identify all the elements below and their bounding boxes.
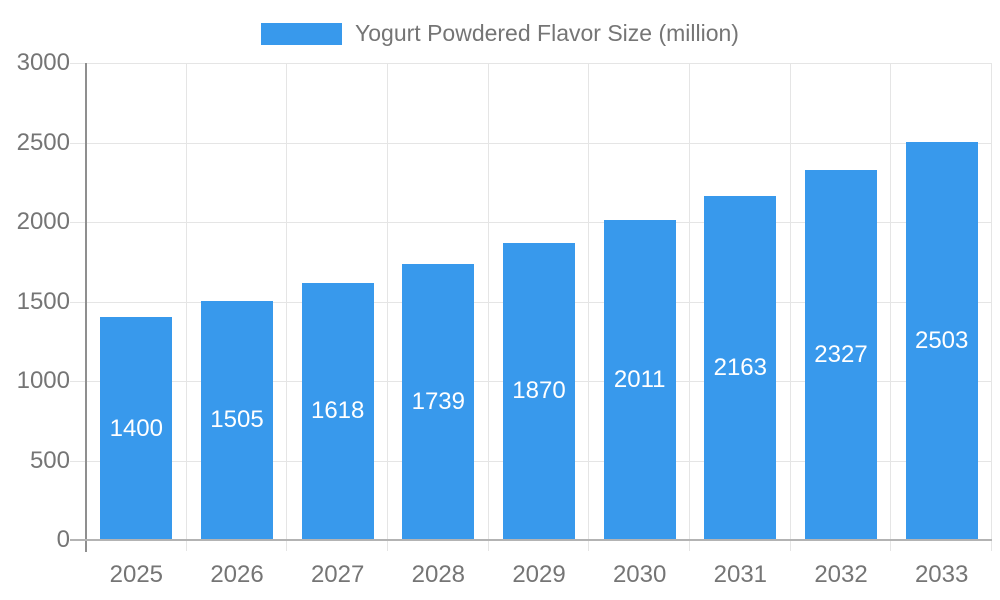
x-axis-line bbox=[70, 539, 992, 541]
x-axis-label: 2029 bbox=[512, 561, 566, 588]
gridline-horizontal bbox=[86, 222, 992, 223]
gridline-horizontal bbox=[86, 142, 992, 144]
bar-2026: 1505 bbox=[201, 300, 273, 540]
legend-swatch bbox=[261, 22, 343, 45]
x-axis-label: 2033 bbox=[914, 561, 969, 588]
bar-value-label: 2163 bbox=[713, 354, 767, 382]
x-axis-tick bbox=[689, 540, 690, 551]
gridline-vertical bbox=[789, 63, 791, 540]
x-axis-label: 2031 bbox=[713, 561, 768, 588]
x-axis-tick bbox=[890, 540, 892, 551]
y-axis-label: 2500 bbox=[16, 128, 70, 156]
bar-value-label: 2327 bbox=[814, 341, 868, 368]
y-axis-tick bbox=[70, 63, 86, 64]
y-axis-label: 1000 bbox=[16, 367, 70, 394]
bar-value-label: 1618 bbox=[310, 397, 365, 425]
bar-2025: 1400 bbox=[100, 317, 173, 540]
x-axis-tick bbox=[387, 540, 388, 551]
x-axis-label: 2025 bbox=[109, 561, 164, 588]
plot-area: 0 500 1000 1500 2000 2500 3000 1400 2025 1505 2026… bbox=[17, 50, 992, 588]
gridline-vertical bbox=[588, 63, 590, 540]
bar-value-label: 1505 bbox=[210, 406, 264, 434]
legend[interactable]: Yogurt Powdered Flavor Size (million) bbox=[0, 20, 1000, 47]
bar-value-label: 2011 bbox=[613, 366, 666, 394]
y-axis-tick bbox=[70, 222, 86, 223]
legend-label: Yogurt Powdered Flavor Size (million) bbox=[355, 20, 739, 46]
y-axis-tick bbox=[70, 460, 86, 462]
y-axis-label: 3000 bbox=[16, 49, 70, 76]
y-axis-label: 1500 bbox=[16, 287, 70, 315]
y-axis-label: 500 bbox=[29, 446, 70, 474]
bar-2030: 2011 bbox=[603, 220, 676, 540]
gridline-horizontal bbox=[86, 63, 992, 64]
y-axis-tick bbox=[70, 142, 86, 144]
x-axis-tick bbox=[286, 540, 288, 551]
bar-value-label: 1739 bbox=[411, 387, 465, 415]
bar-value-label: 1400 bbox=[109, 414, 163, 442]
bar-2028: 1739 bbox=[402, 263, 475, 540]
bar-2033: 2503 bbox=[905, 142, 978, 540]
gridline-vertical bbox=[487, 63, 489, 540]
gridline-vertical bbox=[185, 63, 187, 540]
y-axis-line bbox=[85, 63, 87, 552]
x-axis-label: 2027 bbox=[310, 561, 365, 588]
x-axis-tick bbox=[185, 540, 187, 551]
gridline-vertical bbox=[286, 63, 288, 540]
x-axis-tick bbox=[991, 540, 992, 551]
x-axis-label: 2030 bbox=[612, 561, 667, 588]
bar-2029: 1870 bbox=[503, 242, 575, 540]
bar-value-label: 2503 bbox=[914, 327, 969, 354]
x-axis-label: 2028 bbox=[411, 561, 466, 588]
bar-2031: 2163 bbox=[704, 196, 777, 540]
y-axis-tick bbox=[70, 381, 86, 382]
bar-value-label: 1870 bbox=[512, 377, 566, 405]
x-axis-tick bbox=[487, 540, 489, 551]
x-axis-label: 2026 bbox=[210, 561, 264, 588]
bar-2032: 2327 bbox=[805, 170, 877, 540]
bar-2027: 1618 bbox=[301, 282, 374, 540]
y-axis-label: 2000 bbox=[16, 208, 70, 235]
x-axis-tick bbox=[588, 540, 590, 551]
y-axis-tick bbox=[70, 301, 86, 303]
gridline-vertical bbox=[387, 63, 388, 540]
gridline-vertical bbox=[991, 63, 992, 540]
gridline-vertical bbox=[890, 63, 892, 540]
gridline-vertical bbox=[689, 63, 690, 540]
x-axis-label: 2032 bbox=[814, 561, 868, 588]
y-axis-label: 0 bbox=[56, 526, 70, 553]
x-axis-tick bbox=[789, 540, 791, 551]
